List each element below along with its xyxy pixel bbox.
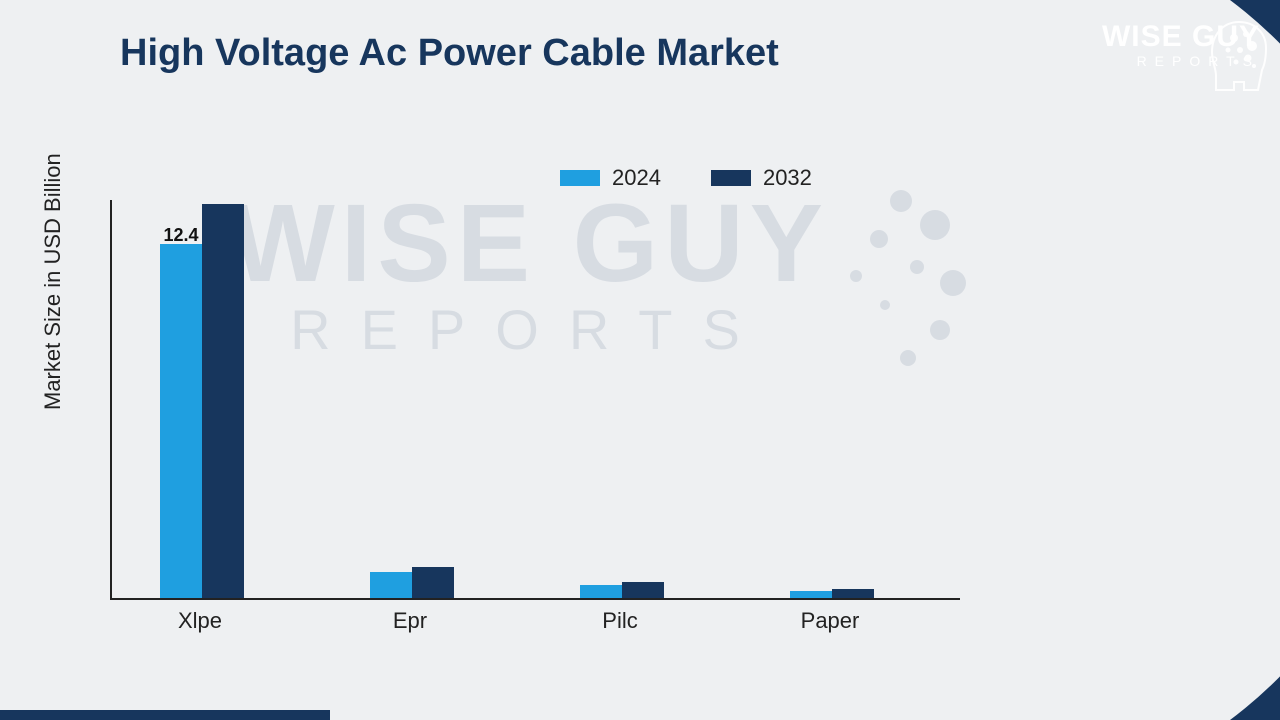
bar-group — [160, 204, 244, 598]
y-axis-label: Market Size in USD Billion — [40, 153, 66, 410]
bar — [370, 572, 412, 598]
bar-group — [370, 567, 454, 598]
legend-item-2032: 2032 — [711, 165, 812, 191]
x-axis-label: Xlpe — [178, 608, 222, 634]
chart-title: High Voltage Ac Power Cable Market — [120, 32, 779, 75]
value-label: 12.4 — [163, 225, 198, 246]
bar — [202, 204, 244, 598]
legend-label-2032: 2032 — [763, 165, 812, 191]
legend-item-2024: 2024 — [560, 165, 661, 191]
bar-group — [580, 582, 664, 598]
brand-head-icon — [1204, 18, 1274, 98]
x-axis-label: Paper — [801, 608, 860, 634]
bar — [790, 591, 832, 598]
legend-swatch-2032 — [711, 170, 751, 186]
chart-canvas: WISE GUY REPORTS High Voltage Ac Power C… — [0, 0, 1280, 720]
bottom-stripe — [0, 710, 330, 720]
bar — [412, 567, 454, 598]
bar — [160, 244, 202, 598]
legend-label-2024: 2024 — [612, 165, 661, 191]
bar — [580, 585, 622, 598]
legend: 2024 2032 — [560, 165, 812, 191]
chart-area: 12.4 Xlpe Epr Pilc Paper — [110, 200, 960, 640]
plot-area: 12.4 — [110, 200, 960, 600]
x-axis-label: Epr — [393, 608, 427, 634]
legend-swatch-2024 — [560, 170, 600, 186]
bar — [832, 589, 874, 598]
bar-group — [790, 589, 874, 598]
x-axis-label: Pilc — [602, 608, 637, 634]
bar — [622, 582, 664, 598]
